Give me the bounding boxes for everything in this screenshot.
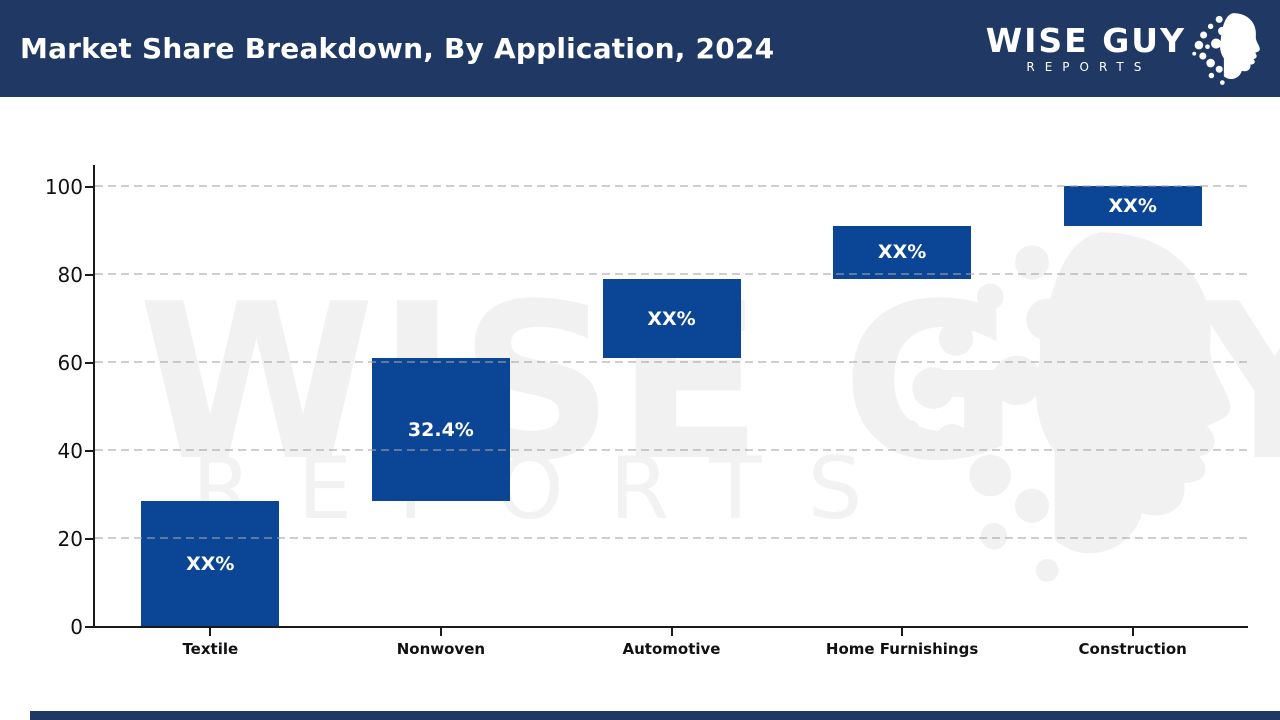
y-tick-label: 80: [57, 263, 83, 287]
x-category-label: Nonwoven: [396, 640, 486, 658]
brand-name: WISE GUY: [985, 20, 1186, 60]
brand-subname: REPORTS: [1026, 59, 1152, 74]
bar-value-label: 32.4%: [407, 418, 474, 441]
x-category-label: Home Furnishings: [825, 640, 979, 658]
y-axis-line: [93, 165, 95, 628]
y-tick-label: 20: [57, 527, 83, 551]
x-category-label: Textile: [182, 640, 239, 658]
x-tick-mark: [901, 628, 904, 636]
gridline: [95, 185, 1248, 187]
bar-home-furnishings: [833, 225, 972, 279]
x-tick-mark: [1131, 628, 1134, 636]
y-tick-label: 60: [57, 351, 83, 375]
brand-logo-text: WISE GUY REPORTS: [986, 24, 1186, 74]
y-tick-mark: [85, 450, 93, 452]
x-tick-mark: [209, 628, 212, 636]
bar-value-label: XX%: [186, 552, 235, 575]
gridline: [95, 449, 1248, 451]
bar-construction: [1063, 186, 1202, 226]
brand-logo: WISE GUY REPORTS: [986, 7, 1266, 91]
chart-title: Market Share Breakdown, By Application, …: [20, 32, 775, 65]
bar-automotive: [602, 278, 741, 359]
gridline: [95, 361, 1248, 363]
gridline: [95, 537, 1248, 539]
x-axis-line: [93, 626, 1248, 628]
y-tick-mark: [85, 186, 93, 188]
footer-bar: [30, 711, 1280, 720]
header-bar: Market Share Breakdown, By Application, …: [0, 0, 1280, 97]
y-tick-label: 40: [57, 439, 83, 463]
x-category-label: Construction: [1078, 640, 1187, 658]
wiseguy-face-icon: [1192, 12, 1260, 85]
bar-textile: [141, 501, 280, 626]
y-tick-mark: [85, 538, 93, 540]
y-tick-label: 0: [70, 615, 83, 639]
watermark-face-icon: [900, 232, 1231, 582]
bar-value-label: XX%: [647, 307, 696, 330]
bar-value-label: XX%: [1108, 194, 1157, 217]
x-tick-mark: [670, 628, 673, 636]
bar-nonwoven: [371, 358, 510, 502]
x-category-label: Automotive: [622, 640, 721, 658]
x-tick-mark: [439, 628, 442, 636]
y-tick-mark: [85, 626, 93, 628]
gridline: [95, 273, 1248, 275]
y-tick-mark: [85, 274, 93, 276]
bar-value-label: XX%: [877, 241, 927, 264]
watermark-subtext: REPORTS: [192, 439, 909, 539]
y-tick-label: 100: [44, 175, 83, 199]
y-tick-mark: [85, 362, 93, 364]
